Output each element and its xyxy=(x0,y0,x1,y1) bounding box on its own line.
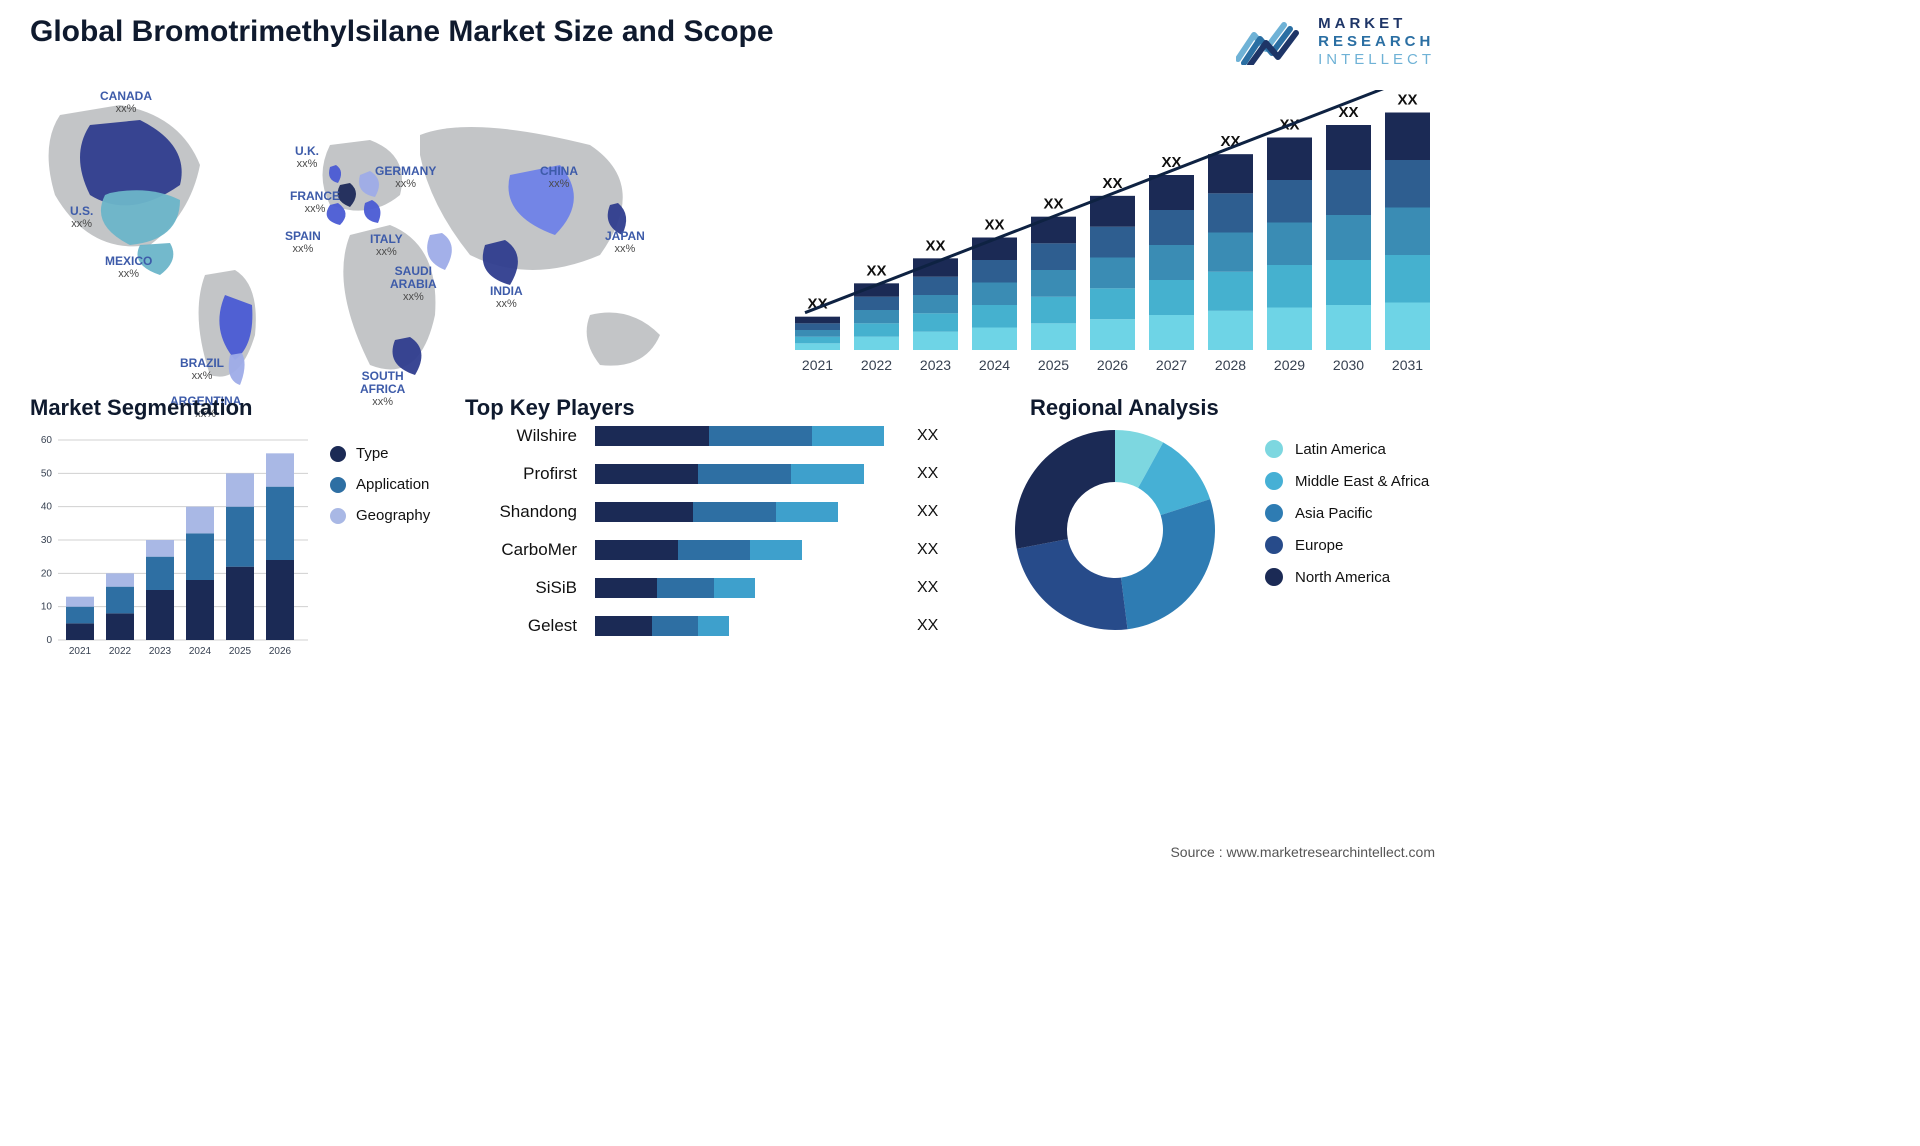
svg-text:XX: XX xyxy=(1397,92,1417,109)
map-country-label: U.S.xx% xyxy=(70,205,93,230)
segmentation-legend-item: Type xyxy=(330,445,430,462)
logo-line-3: INTELLECT xyxy=(1318,51,1435,69)
key-player-bar xyxy=(595,426,905,446)
svg-text:XX: XX xyxy=(984,217,1004,234)
key-player-bar xyxy=(595,502,905,522)
key-player-value: XX xyxy=(917,465,938,483)
map-country-label: CHINAxx% xyxy=(540,165,578,190)
segmentation-legend-item: Geography xyxy=(330,507,430,524)
svg-text:40: 40 xyxy=(41,502,53,513)
logo-mark-icon xyxy=(1236,19,1306,65)
regional-chart: Latin America Middle East & Africa Asia Pa… xyxy=(995,400,1445,660)
svg-text:XX: XX xyxy=(1338,104,1358,121)
svg-text:50: 50 xyxy=(41,468,53,479)
segmentation-chart: 0 10 20 30 40 50 60 2021 2022 2023 2024 2025 2026 Ty… xyxy=(30,430,440,665)
svg-text:2024: 2024 xyxy=(979,357,1010,373)
svg-text:XX: XX xyxy=(866,262,886,279)
map-country-label: JAPANxx% xyxy=(605,230,645,255)
key-player-name: Wilshire xyxy=(465,426,595,446)
svg-text:2030: 2030 xyxy=(1333,357,1364,373)
logo-line-1: MARKET xyxy=(1318,15,1435,33)
map-country-label: SOUTHAFRICAxx% xyxy=(360,370,405,408)
regional-legend-item: Middle East & Africa xyxy=(1265,472,1429,490)
key-player-row: Gelest XX xyxy=(465,610,965,642)
svg-text:20: 20 xyxy=(41,568,53,579)
key-player-value: XX xyxy=(917,541,938,559)
svg-text:2023: 2023 xyxy=(149,646,172,657)
svg-text:XX: XX xyxy=(925,237,945,254)
svg-text:2029: 2029 xyxy=(1274,357,1305,373)
key-player-value: XX xyxy=(917,617,938,635)
market-size-chart: XX2021XX2022XX2023XX2024XX2025XX2026XX20… xyxy=(775,90,1435,380)
regional-legend-item: North America xyxy=(1265,568,1429,586)
logo-line-2: RESEARCH xyxy=(1318,33,1435,51)
key-player-name: Gelest xyxy=(465,616,595,636)
regional-legend-item: Asia Pacific xyxy=(1265,504,1429,522)
key-player-bar xyxy=(595,540,905,560)
key-player-value: XX xyxy=(917,427,938,445)
brand-logo: MARKET RESEARCH INTELLECT xyxy=(1236,15,1435,69)
svg-text:2027: 2027 xyxy=(1156,357,1187,373)
svg-text:2026: 2026 xyxy=(1097,357,1128,373)
key-player-value: XX xyxy=(917,503,938,521)
key-player-name: CarboMer xyxy=(465,540,595,560)
map-country-label: ITALYxx% xyxy=(370,233,403,258)
svg-text:2031: 2031 xyxy=(1392,357,1423,373)
key-player-bar xyxy=(595,578,905,598)
key-player-bar xyxy=(595,616,905,636)
key-player-name: SiSiB xyxy=(465,578,595,598)
key-players-chart: Wilshire XX Profirst XX Shandong XX CarboMer XX… xyxy=(465,420,965,670)
map-country-label: GERMANYxx% xyxy=(375,165,436,190)
svg-text:2022: 2022 xyxy=(109,646,132,657)
svg-text:2025: 2025 xyxy=(229,646,252,657)
key-player-name: Shandong xyxy=(465,502,595,522)
key-player-row: Wilshire XX xyxy=(465,420,965,452)
svg-text:10: 10 xyxy=(41,602,53,613)
key-player-row: Shandong XX xyxy=(465,496,965,528)
map-country-label: SAUDIARABIAxx% xyxy=(390,265,437,303)
map-country-label: INDIAxx% xyxy=(490,285,523,310)
key-player-row: CarboMer XX xyxy=(465,534,965,566)
key-player-bar xyxy=(595,464,905,484)
map-country-label: FRANCExx% xyxy=(290,190,340,215)
svg-text:30: 30 xyxy=(41,535,53,546)
svg-text:2021: 2021 xyxy=(69,646,92,657)
key-player-value: XX xyxy=(917,579,938,597)
key-player-row: SiSiB XX xyxy=(465,572,965,604)
key-player-name: Profirst xyxy=(465,464,595,484)
map-country-label: CANADAxx% xyxy=(100,90,152,115)
world-map: CANADAxx%U.S.xx%MEXICOxx%BRAZILxx%ARGENT… xyxy=(30,85,710,385)
svg-text:2023: 2023 xyxy=(920,357,951,373)
map-country-label: MEXICOxx% xyxy=(105,255,152,280)
segmentation-title: Market Segmentation xyxy=(30,395,253,421)
svg-text:2025: 2025 xyxy=(1038,357,1069,373)
page-title: Global Bromotrimethylsilane Market Size … xyxy=(30,15,774,49)
key-players-title: Top Key Players xyxy=(465,395,635,421)
regional-legend-item: Europe xyxy=(1265,536,1429,554)
svg-text:0: 0 xyxy=(46,635,52,646)
source-credit: Source : www.marketresearchintellect.com xyxy=(1170,844,1435,860)
svg-text:2021: 2021 xyxy=(802,357,833,373)
svg-text:2026: 2026 xyxy=(269,646,292,657)
svg-text:2024: 2024 xyxy=(189,646,212,657)
key-player-row: Profirst XX xyxy=(465,458,965,490)
svg-text:2028: 2028 xyxy=(1215,357,1246,373)
map-country-label: U.K.xx% xyxy=(295,145,319,170)
svg-text:XX: XX xyxy=(1043,196,1063,213)
svg-text:60: 60 xyxy=(41,435,53,446)
map-country-label: BRAZILxx% xyxy=(180,357,224,382)
regional-legend-item: Latin America xyxy=(1265,440,1429,458)
svg-text:2022: 2022 xyxy=(861,357,892,373)
map-country-label: SPAINxx% xyxy=(285,230,321,255)
segmentation-legend-item: Application xyxy=(330,476,430,493)
